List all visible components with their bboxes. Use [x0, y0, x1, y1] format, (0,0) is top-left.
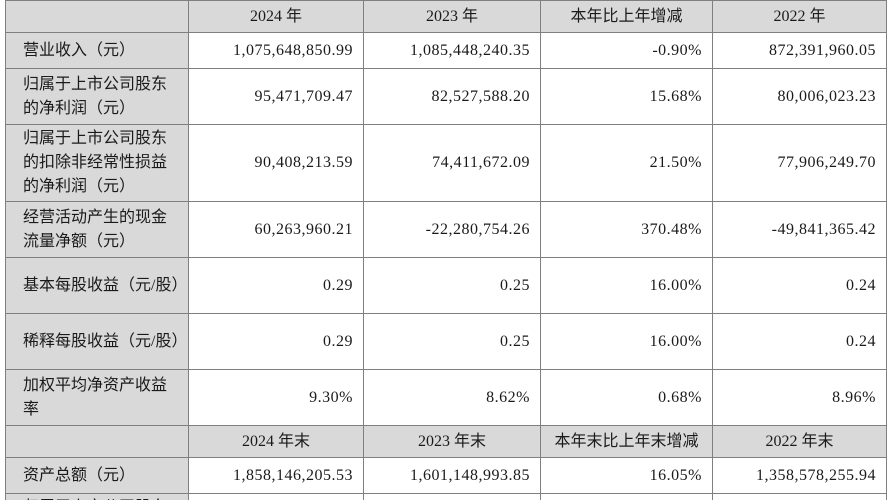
cell-total-assets-2023: 1,601,148,993.85 [363, 457, 541, 494]
row-label-net-profit: 归属于上市公司股东的净利润（元） [5, 68, 189, 125]
table-row-deducted-net-profit: 归属于上市公司股东的扣除非经常性损益的净利润（元） 90,408,213.59 … [5, 124, 887, 202]
cell-net-assets-2022: 925,665,712.00 [712, 493, 887, 500]
cell-net-assets-2024: 1,066,927,020.22 [188, 493, 364, 500]
cell-revenue-2022: 872,391,960.05 [712, 32, 887, 69]
column-header-2023-year-end: 2023 年末 [363, 425, 541, 458]
cell-weighted-avg-roe-2023: 8.62% [363, 369, 541, 426]
row-label-total-assets: 资产总额（元） [5, 457, 189, 494]
cell-weighted-avg-roe-change: 0.68% [540, 369, 713, 426]
table-row-net-profit: 归属于上市公司股东的净利润（元） 95,471,709.47 82,527,58… [5, 68, 887, 125]
cell-revenue-2024: 1,075,648,850.99 [188, 32, 364, 69]
row-label-deducted-net-profit: 归属于上市公司股东的扣除非经常性损益的净利润（元） [5, 124, 189, 202]
cell-revenue-2023: 1,085,448,240.35 [363, 32, 541, 69]
column-header-2022-year-end: 2022 年末 [712, 425, 887, 458]
cell-weighted-avg-roe-2024: 9.30% [188, 369, 364, 426]
cell-basic-eps-2023: 0.25 [363, 257, 541, 314]
cell-net-profit-2022: 80,006,023.23 [712, 68, 887, 125]
table-row-operating-cash-flow: 经营活动产生的现金流量净额（元） 60,263,960.21 -22,280,7… [5, 201, 887, 258]
cell-diluted-eps-change: 16.00% [540, 313, 713, 370]
row-label-operating-cash-flow: 经营活动产生的现金流量净额（元） [5, 201, 189, 258]
cell-deducted-net-profit-2023: 74,411,672.09 [363, 124, 541, 202]
cell-operating-cash-flow-2024: 60,263,960.21 [188, 201, 364, 258]
cell-operating-cash-flow-2023: -22,280,754.26 [363, 201, 541, 258]
column-header-2023: 2023 年 [363, 0, 541, 33]
table-row-basic-eps: 基本每股收益（元/股） 0.29 0.25 16.00% 0.24 [5, 257, 887, 314]
table-row-revenue: 营业收入（元） 1,075,648,850.99 1,085,448,240.3… [5, 32, 887, 69]
cell-total-assets-2024: 1,858,146,205.53 [188, 457, 364, 494]
row-label-revenue: 营业收入（元） [5, 32, 189, 69]
cell-basic-eps-2024: 0.29 [188, 257, 364, 314]
row-label-diluted-eps: 稀释每股收益（元/股） [5, 313, 189, 370]
cell-net-profit-2023: 82,527,588.20 [363, 68, 541, 125]
cell-total-assets-2022: 1,358,578,255.94 [712, 457, 887, 494]
cell-deducted-net-profit-2022: 77,906,249.70 [712, 124, 887, 202]
row-label-basic-eps: 基本每股收益（元/股） [5, 257, 189, 314]
column-header-2024: 2024 年 [188, 0, 364, 33]
header-empty-cell-2 [5, 425, 189, 458]
table-row-net-assets: 归属于上市公司股东的净资产（元） 1,066,927,020.22 989,47… [5, 493, 887, 500]
cell-deducted-net-profit-2024: 90,408,213.59 [188, 124, 364, 202]
header-empty-cell [5, 0, 189, 33]
cell-weighted-avg-roe-2022: 8.96% [712, 369, 887, 426]
cell-basic-eps-2022: 0.24 [712, 257, 887, 314]
cell-diluted-eps-2023: 0.25 [363, 313, 541, 370]
cell-net-assets-change: 7.83% [540, 493, 713, 500]
table-row-weighted-avg-roe: 加权平均净资产收益率 9.30% 8.62% 0.68% 8.96% [5, 369, 887, 426]
cell-total-assets-change: 16.05% [540, 457, 713, 494]
cell-operating-cash-flow-2022: -49,841,365.42 [712, 201, 887, 258]
cell-net-profit-change: 15.68% [540, 68, 713, 125]
cell-deducted-net-profit-change: 21.50% [540, 124, 713, 202]
row-label-net-assets: 归属于上市公司股东的净资产（元） [5, 493, 189, 500]
cell-net-profit-2024: 95,471,709.47 [188, 68, 364, 125]
row-label-weighted-avg-roe: 加权平均净资产收益率 [5, 369, 189, 426]
header-row-annual: 2024 年 2023 年 本年比上年增减 2022 年 [5, 0, 887, 33]
table-row-total-assets: 资产总额（元） 1,858,146,205.53 1,601,148,993.8… [5, 457, 887, 494]
column-header-year-end-change: 本年末比上年末增减 [540, 425, 713, 458]
cell-diluted-eps-2024: 0.29 [188, 313, 364, 370]
header-row-year-end: 2024 年末 2023 年末 本年末比上年末增减 2022 年末 [5, 425, 887, 458]
cell-net-assets-2023: 989,473,300.20 [363, 493, 541, 500]
column-header-yoy-change: 本年比上年增减 [540, 0, 713, 33]
table-row-diluted-eps: 稀释每股收益（元/股） 0.29 0.25 16.00% 0.24 [5, 313, 887, 370]
column-header-2024-year-end: 2024 年末 [188, 425, 364, 458]
column-header-2022: 2022 年 [712, 0, 887, 33]
financial-summary-table: 2024 年 2023 年 本年比上年增减 2022 年 营业收入（元） 1,0… [5, 0, 887, 500]
cell-diluted-eps-2022: 0.24 [712, 313, 887, 370]
cell-basic-eps-change: 16.00% [540, 257, 713, 314]
cell-revenue-change: -0.90% [540, 32, 713, 69]
cell-operating-cash-flow-change: 370.48% [540, 201, 713, 258]
